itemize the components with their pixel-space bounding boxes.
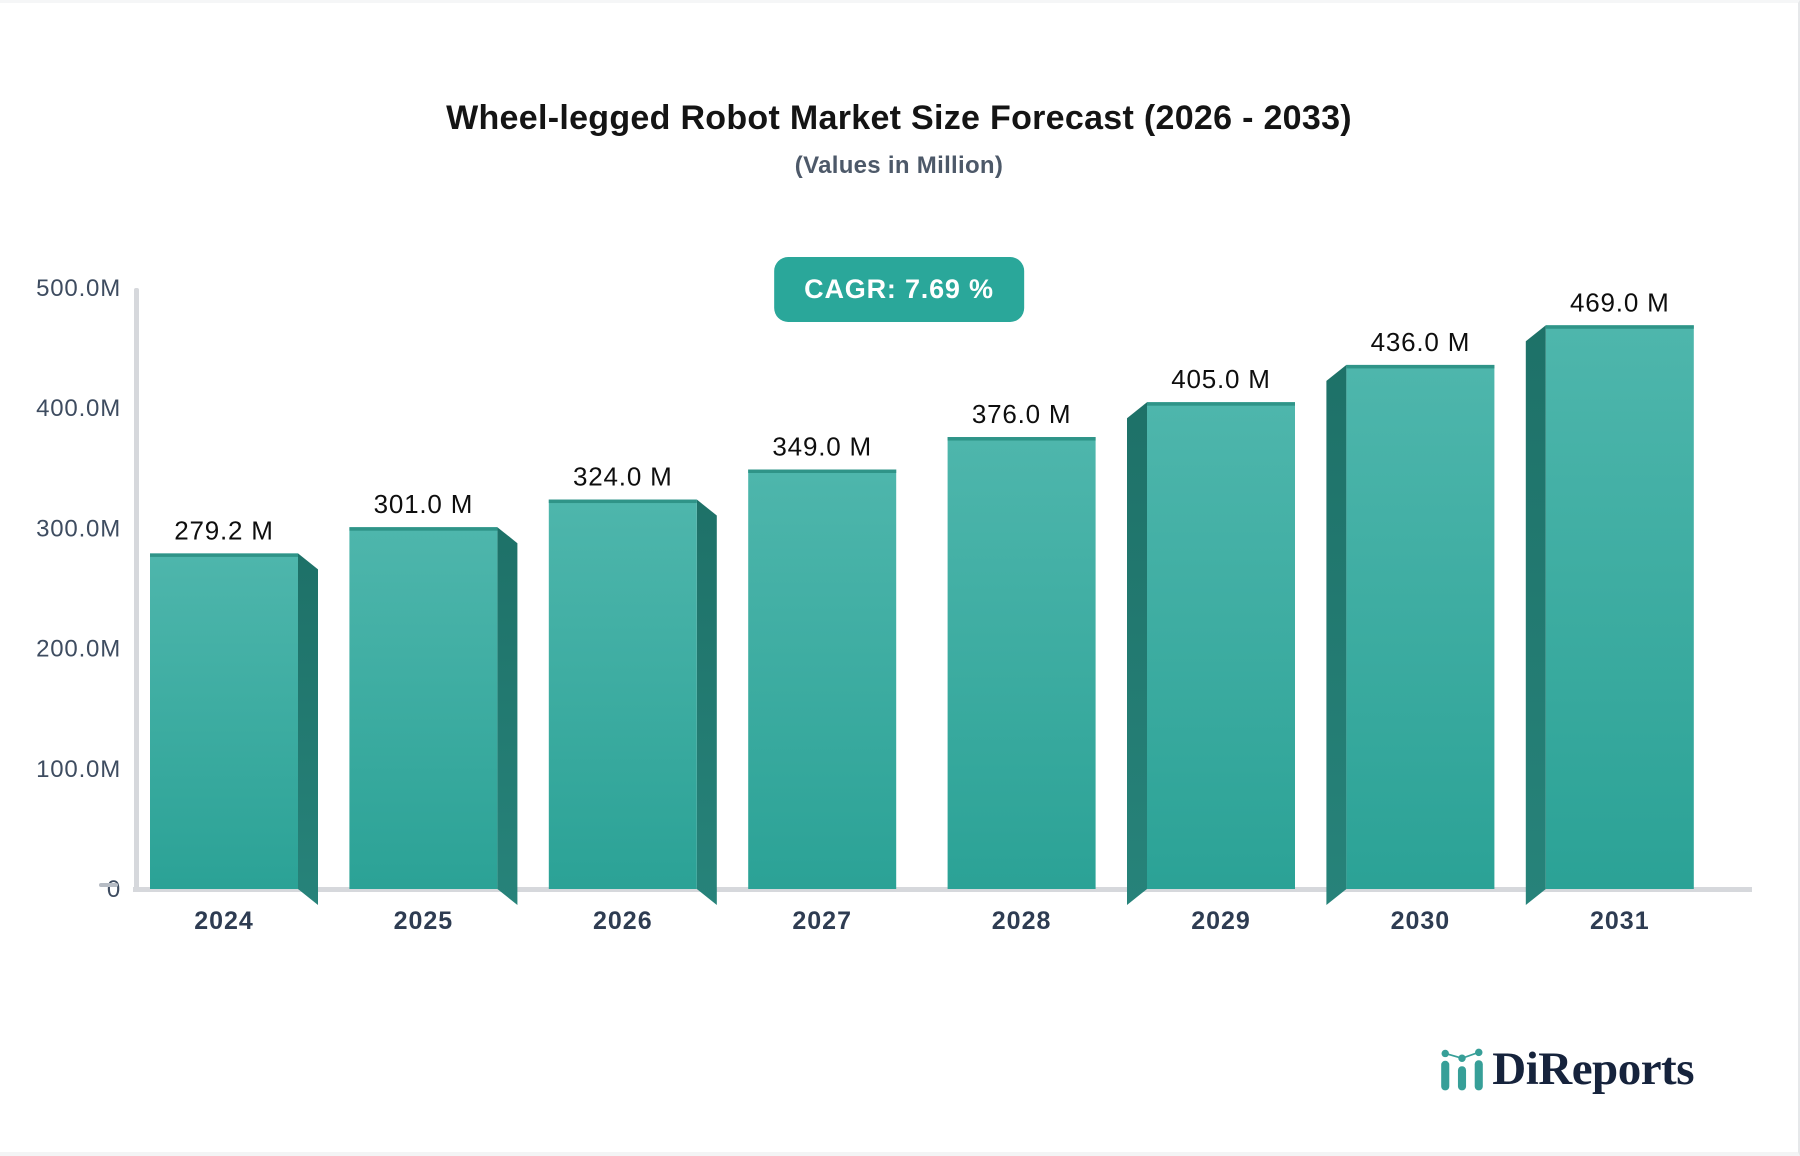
bar-group-2028: 376.0 M 2028: [947, 399, 1096, 935]
x-axis-label-2026: 2026: [593, 907, 653, 935]
bar-value-label: 301.0 M: [374, 489, 474, 519]
bar-side-face: [298, 553, 318, 905]
x-axis-label-2030: 2030: [1391, 907, 1451, 935]
logo-text: DiReports: [1492, 1042, 1694, 1095]
bar-top-edge: [1147, 402, 1295, 406]
bar-group-2025: 301.0 M 2025: [349, 489, 518, 935]
bar-top-edge: [349, 527, 498, 531]
x-axis-line: [133, 887, 1752, 892]
direports-logo: DiReports: [1439, 1039, 1694, 1095]
bar-top-edge: [150, 553, 298, 557]
bar-line-chart-icon: [1441, 1048, 1484, 1091]
bar-front-face: [1147, 402, 1295, 889]
bar-group-2026: 324.0 M 2026: [548, 462, 717, 935]
bar-top-edge: [1346, 364, 1495, 369]
chart-title: Wheel-legged Robot Market Size Forecast …: [446, 99, 1352, 137]
bar-group-2031: 469.0 M 2031: [1525, 287, 1694, 935]
bar-chart: 500.0M 400.0M 300.0M 200.0M 100.0M 0 279.2 M 20…: [36, 275, 1752, 935]
zero-tick-dash: [99, 883, 118, 887]
x-axis-label-2029: 2029: [1191, 907, 1251, 935]
bar-group-2027: 349.0 M 2027: [748, 432, 897, 935]
bar-value-label: 469.0 M: [1570, 287, 1670, 317]
bar-top-edge: [947, 437, 1096, 441]
x-axis-label-2031: 2031: [1590, 907, 1650, 935]
x-axis-label-2028: 2028: [992, 907, 1052, 935]
bar-front-face: [1545, 325, 1694, 890]
bar-front-face: [548, 499, 697, 889]
bar-top-edge: [1545, 325, 1694, 329]
y-tick-label-0: 0: [107, 876, 121, 903]
bar-top-edge: [548, 499, 697, 504]
bar-front-face: [349, 527, 498, 889]
bar-front-face: [150, 553, 298, 889]
y-tick-label-400.0M: 400.0M: [36, 395, 121, 422]
y-tick-label-300.0M: 300.0M: [36, 515, 121, 542]
y-tick-label-200.0M: 200.0M: [36, 636, 121, 663]
bar-value-label: 436.0 M: [1371, 327, 1471, 357]
bar-value-label: 279.2 M: [174, 515, 274, 545]
bar-value-label: 349.0 M: [772, 432, 872, 462]
bar-front-face: [748, 469, 897, 889]
x-axis-label-2027: 2027: [792, 907, 852, 935]
bar-group-2030: 436.0 M 2030: [1326, 327, 1495, 935]
bar-group-2024: 279.2 M 2024: [150, 515, 318, 935]
bar-value-label: 324.0 M: [573, 462, 673, 492]
bar-side-face: [696, 499, 717, 905]
x-axis-label-2025: 2025: [394, 907, 454, 935]
y-axis-line: [134, 288, 139, 892]
y-tick-label-500.0M: 500.0M: [36, 275, 121, 302]
chart-subtitle: (Values in Million): [794, 152, 1004, 179]
y-tick-label-100.0M: 100.0M: [36, 756, 121, 783]
bar-side-face: [1127, 402, 1147, 905]
bar-value-label: 405.0 M: [1171, 364, 1271, 394]
bar-front-face: [1346, 364, 1495, 890]
bar-side-face: [1326, 364, 1347, 906]
bar-side-face: [497, 527, 518, 905]
cagr-badge: CAGR: 7.69 %: [774, 257, 1024, 322]
bar-group-2029: 405.0 M 2029: [1127, 364, 1295, 935]
bar-value-label: 376.0 M: [972, 399, 1072, 429]
x-axis-label-2024: 2024: [194, 907, 254, 935]
bar-front-face: [947, 437, 1096, 889]
bar-side-face: [1525, 325, 1546, 906]
bar-top-edge: [748, 469, 897, 474]
